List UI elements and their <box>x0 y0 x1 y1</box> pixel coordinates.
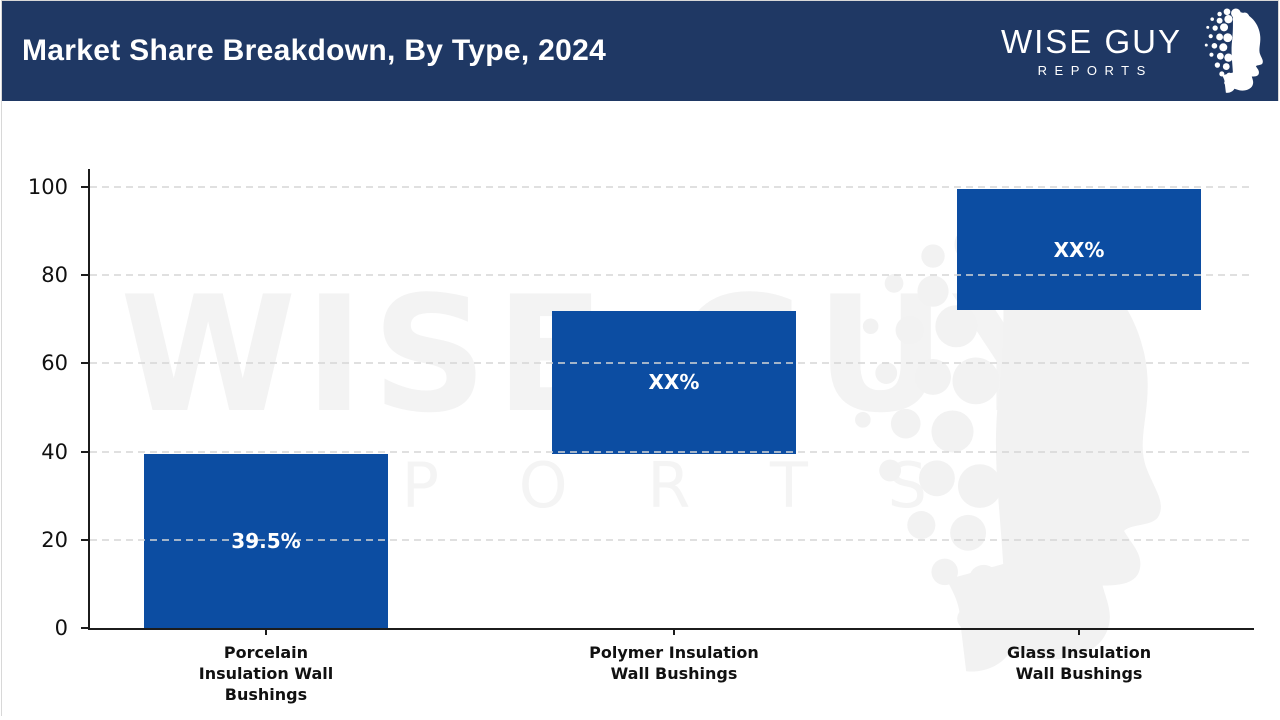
bar-segment <box>143 453 388 628</box>
y-axis-tick <box>81 538 88 541</box>
y-axis-tick <box>81 627 88 629</box>
x-axis-tick <box>264 628 267 635</box>
x-axis-line <box>88 628 1254 630</box>
logo-subtitle: REPORTS <box>1037 62 1153 78</box>
x-axis-tick <box>672 628 675 635</box>
gridline <box>90 450 1254 453</box>
plot-area: 0 20 40 60 80 100 39.5% XX% XX% Porcelain Insulat… <box>28 169 1254 704</box>
y-axis-tick <box>81 362 88 365</box>
bar-value-label: 39.5% <box>231 528 301 553</box>
y-axis-tick <box>81 274 88 277</box>
x-axis-category-label: Glass Insulation Wall Bushings <box>1007 643 1152 684</box>
y-axis-tick-label: 20 <box>41 527 68 552</box>
x-axis-category-label: Porcelain Insulation Wall Bushings <box>198 643 334 705</box>
y-axis-line <box>88 169 90 630</box>
wise-guy-reports-logo: WISE GUY REPORTS <box>1001 7 1264 95</box>
gridline <box>90 274 1254 277</box>
gridline <box>90 362 1254 365</box>
y-axis-tick-label: 40 <box>41 439 68 464</box>
y-axis-tick-label: 60 <box>41 351 68 376</box>
x-axis-tick <box>1078 628 1081 635</box>
page-title: Market Share Breakdown, By Type, 2024 <box>22 34 607 67</box>
chart-area: WISE GUY R E P O R T S 0 20 40 60 80 100 39.5%… <box>2 101 1280 717</box>
y-axis-tick-label: 100 <box>27 175 68 199</box>
gridline <box>90 538 1254 541</box>
logo-head-icon <box>1204 8 1263 93</box>
y-axis-tick-label: 0 <box>54 616 68 640</box>
logo-wordmark: WISE GUY <box>1000 22 1182 60</box>
bar-segment <box>551 310 796 454</box>
x-axis-category-label: Polymer Insulation Wall Bushings <box>589 643 759 684</box>
logo-text: WISE GUY REPORTS <box>1001 25 1182 78</box>
bar-value-label: XX% <box>1053 237 1105 262</box>
y-axis-tick <box>81 186 88 188</box>
gridline <box>90 186 1254 188</box>
bar-value-label: XX% <box>648 370 700 395</box>
header: Market Share Breakdown, By Type, 2024 WI… <box>2 1 1278 101</box>
y-axis-tick <box>81 450 88 453</box>
y-axis-tick-label: 80 <box>41 263 68 288</box>
